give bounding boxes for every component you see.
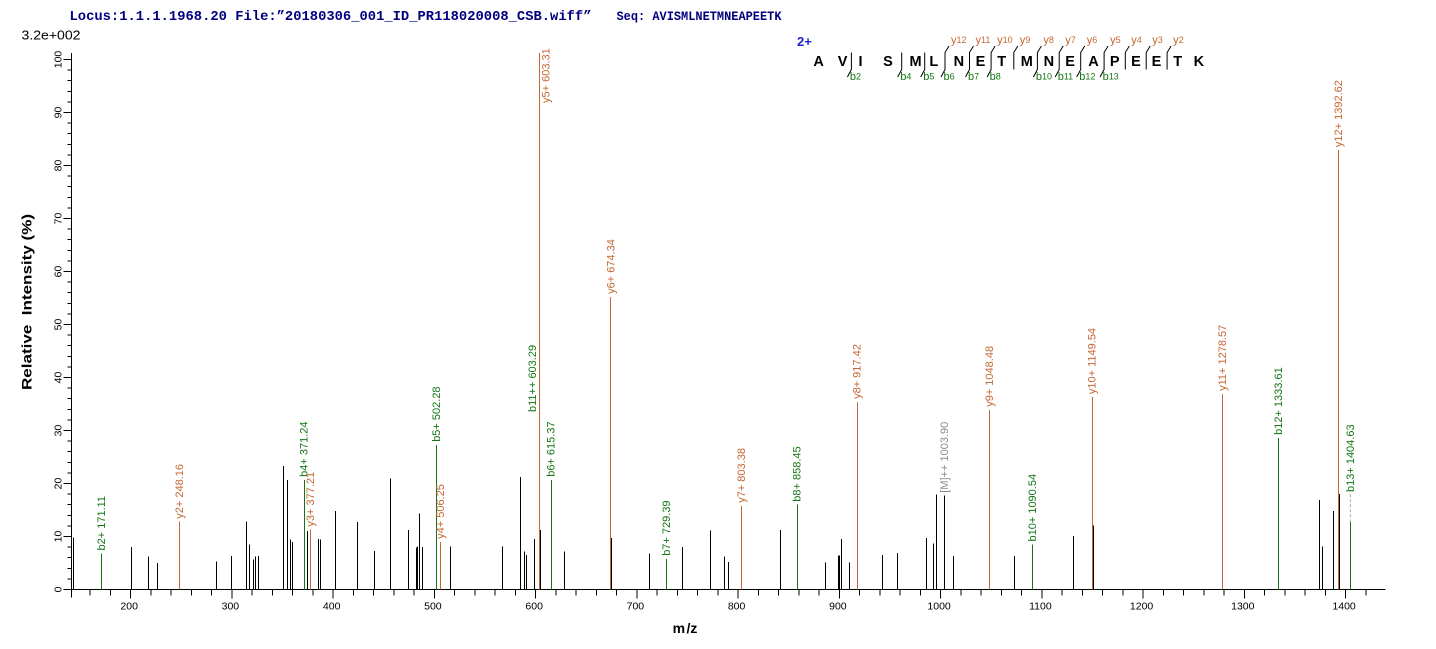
svg-text:b10+ 1090.54: b10+ 1090.54 xyxy=(1027,474,1039,542)
svg-text:500: 500 xyxy=(424,601,442,613)
svg-text:b6: b6 xyxy=(944,71,955,83)
svg-text:b5: b5 xyxy=(923,71,934,83)
svg-text:b13: b13 xyxy=(1103,71,1119,83)
svg-text:0: 0 xyxy=(53,586,65,592)
svg-text:y9+ 1048.48: y9+ 1048.48 xyxy=(984,346,996,407)
svg-text:A: A xyxy=(1088,54,1099,70)
svg-text:y8+ 917.42: y8+ 917.42 xyxy=(852,344,864,399)
svg-text:90: 90 xyxy=(53,107,65,119)
svg-text:N: N xyxy=(1044,54,1054,70)
svg-text:y2+ 248.16: y2+ 248.16 xyxy=(174,464,186,519)
svg-text:b2: b2 xyxy=(850,71,861,83)
svg-text:800: 800 xyxy=(728,601,746,613)
svg-text:b12: b12 xyxy=(1079,71,1095,83)
svg-text:y4: y4 xyxy=(1131,35,1142,47)
svg-text:b4+ 371.24: b4+ 371.24 xyxy=(299,421,311,476)
svg-text:1000: 1000 xyxy=(927,601,951,613)
svg-text:b6+ 615.37: b6+ 615.37 xyxy=(546,421,558,476)
svg-text:V: V xyxy=(838,54,848,70)
svg-text:y5+ 603.31: y5+ 603.31 xyxy=(541,48,553,103)
svg-text:y2: y2 xyxy=(1173,35,1184,47)
svg-text:y12+ 1392.62: y12+ 1392.62 xyxy=(1333,80,1345,147)
svg-text:b4: b4 xyxy=(900,71,911,83)
svg-text:30: 30 xyxy=(53,425,65,437)
svg-text:P: P xyxy=(1110,54,1120,70)
svg-text:I: I xyxy=(858,54,862,70)
svg-text:400: 400 xyxy=(323,601,341,613)
svg-text:m/z: m/z xyxy=(673,620,698,636)
svg-text:y9: y9 xyxy=(1020,35,1031,47)
svg-text:M: M xyxy=(910,54,922,70)
svg-text:3.2e+002: 3.2e+002 xyxy=(22,28,81,43)
svg-text:40: 40 xyxy=(53,372,65,384)
svg-text:600: 600 xyxy=(525,601,543,613)
svg-text:y10+ 1149.54: y10+ 1149.54 xyxy=(1087,328,1099,394)
svg-text:M: M xyxy=(1021,54,1033,70)
svg-text:y3+ 377.21: y3+ 377.21 xyxy=(305,472,317,527)
svg-text:y12: y12 xyxy=(951,35,967,47)
svg-text:[M]++ 1003.90: [M]++ 1003.90 xyxy=(939,422,951,493)
svg-text:b13+ 1404.63: b13+ 1404.63 xyxy=(1345,424,1357,492)
svg-text:b11++ 603.29: b11++ 603.29 xyxy=(527,345,539,412)
svg-text:20: 20 xyxy=(53,478,65,490)
svg-text:T: T xyxy=(997,54,1006,70)
svg-text:y6+ 674.34: y6+ 674.34 xyxy=(605,239,617,294)
svg-text:y7+ 803.38: y7+ 803.38 xyxy=(736,448,748,503)
svg-text:60: 60 xyxy=(53,266,65,278)
svg-text:y8: y8 xyxy=(1043,35,1054,47)
svg-text:y11: y11 xyxy=(976,35,991,47)
svg-text:1200: 1200 xyxy=(1130,601,1154,613)
svg-text:300: 300 xyxy=(222,601,240,613)
svg-text:T: T xyxy=(1173,54,1182,70)
svg-text:80: 80 xyxy=(53,160,65,172)
svg-text:1300: 1300 xyxy=(1231,601,1255,613)
svg-text:50: 50 xyxy=(53,319,65,331)
svg-text:Locus:1.1.1.1968.20 File:”2018: Locus:1.1.1.1968.20 File:”20180306_001_I… xyxy=(70,9,592,25)
svg-text:700: 700 xyxy=(627,601,645,613)
svg-text:b11: b11 xyxy=(1058,71,1073,83)
svg-text:y4+ 506.25: y4+ 506.25 xyxy=(435,484,447,539)
svg-text:b8: b8 xyxy=(990,71,1001,83)
svg-text:E: E xyxy=(1152,54,1162,70)
svg-text:b8+ 858.45: b8+ 858.45 xyxy=(792,446,804,501)
svg-text:A: A xyxy=(813,54,824,70)
svg-text:y6: y6 xyxy=(1087,35,1098,47)
svg-text:1400: 1400 xyxy=(1332,601,1356,613)
svg-text:b10: b10 xyxy=(1036,71,1052,83)
svg-text:Relative Intensity (%): Relative Intensity (%) xyxy=(19,214,35,390)
svg-text:y3: y3 xyxy=(1152,35,1163,47)
svg-text:100: 100 xyxy=(53,51,65,69)
svg-text:Seq: AVISMLNETMNEAPEETK: Seq: AVISMLNETMNEAPEETK xyxy=(617,9,782,24)
svg-text:2+: 2+ xyxy=(797,34,812,49)
svg-text:E: E xyxy=(1065,54,1075,70)
svg-text:b2+ 171.11: b2+ 171.11 xyxy=(96,496,108,551)
svg-text:1100: 1100 xyxy=(1029,601,1052,613)
svg-text:b5+ 502.28: b5+ 502.28 xyxy=(431,386,443,441)
svg-text:y10: y10 xyxy=(997,35,1013,47)
svg-text:N: N xyxy=(954,54,964,70)
svg-text:y5: y5 xyxy=(1110,35,1121,47)
svg-text:E: E xyxy=(1131,54,1141,70)
svg-text:E: E xyxy=(976,54,986,70)
svg-text:y11+ 1278.57: y11+ 1278.57 xyxy=(1217,325,1229,391)
svg-text:900: 900 xyxy=(829,601,847,613)
svg-text:L: L xyxy=(929,54,938,70)
svg-text:b7: b7 xyxy=(968,71,979,83)
svg-text:S: S xyxy=(883,54,893,70)
svg-text:b7+ 729.39: b7+ 729.39 xyxy=(661,500,673,555)
svg-text:70: 70 xyxy=(53,213,65,225)
svg-text:200: 200 xyxy=(120,601,138,613)
svg-text:K: K xyxy=(1194,54,1205,70)
svg-text:10: 10 xyxy=(53,531,65,543)
svg-text:b12+ 1333.61: b12+ 1333.61 xyxy=(1273,367,1285,435)
svg-text:y7: y7 xyxy=(1065,35,1076,47)
